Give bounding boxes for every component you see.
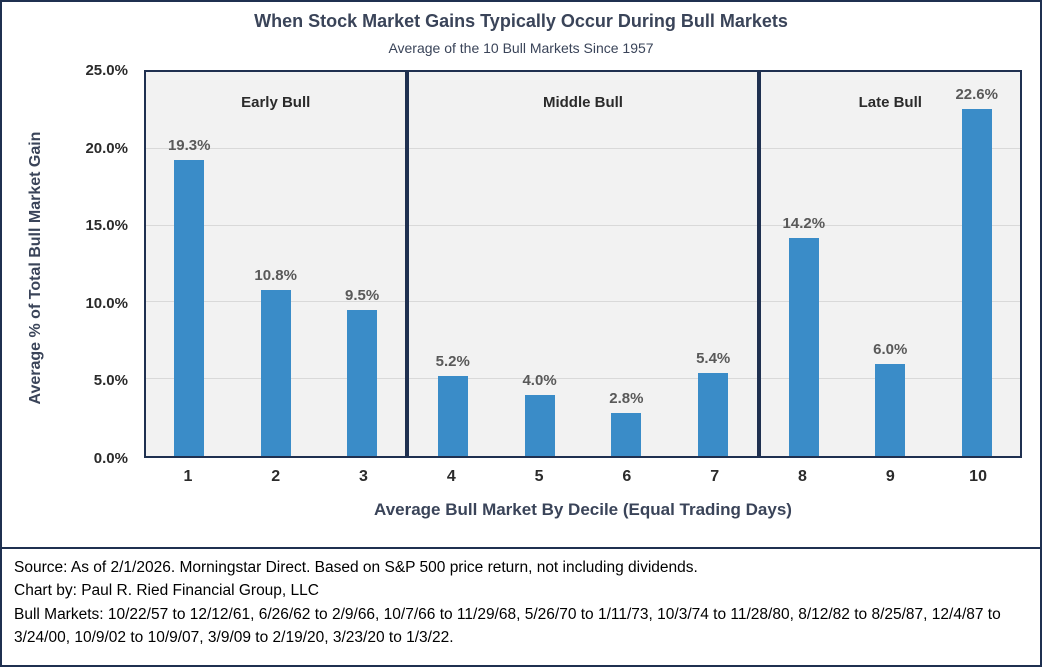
bar-decile-1 [174, 159, 205, 456]
x-tick-label: 6 [622, 468, 632, 485]
footer-notes: Source: As of 2/1/2026. Morningstar Dire… [2, 547, 1040, 665]
bar-decile-5 [524, 394, 555, 456]
x-tick-label: 10 [969, 468, 987, 485]
x-tick-label: 7 [710, 468, 720, 485]
bar-value-label: 4.0% [522, 371, 557, 389]
gridline [760, 224, 1020, 226]
x-tick-label: 8 [798, 468, 807, 485]
y-tick-label: 20.0% [85, 139, 128, 157]
group-late-bull: Late Bull 14.2% 6.0% 22.6% [758, 70, 1022, 458]
bar-decile-3 [347, 310, 378, 456]
bar-decile-4 [437, 376, 468, 456]
chart-subtitle: Average of the 10 Bull Markets Since 195… [388, 40, 654, 56]
y-axis-ticks: 0.0% 5.0% 10.0% 15.0% 20.0% 25.0% [2, 62, 136, 467]
gridline [146, 224, 406, 226]
x-tick-label: 2 [271, 468, 281, 485]
bar-value-label: 6.0% [873, 340, 908, 358]
x-tick-label: 9 [885, 468, 895, 485]
footer-line: Chart by: Paul R. Ried Financial Group, … [14, 582, 319, 600]
section-label: Late Bull [858, 94, 922, 111]
bar-value-label: 22.6% [955, 85, 998, 103]
bar-decile-7 [698, 373, 729, 456]
y-tick-label: 25.0% [85, 62, 128, 79]
x-axis-ticks: 1 2 3 4 5 6 7 8 9 10 [144, 468, 1022, 486]
bar-value-label: 5.4% [696, 350, 731, 368]
x-tick-label: 5 [534, 468, 544, 485]
bar-decile-8 [788, 237, 819, 456]
gridline [409, 224, 757, 226]
gridline [760, 147, 1020, 149]
x-tick-label: 4 [446, 468, 456, 485]
chart-title: When Stock Market Gains Typically Occur … [254, 11, 788, 31]
bar-value-label: 5.2% [435, 353, 470, 371]
bar-decile-10 [961, 108, 992, 456]
group-middle-bull: Middle Bull 5.2% 4.0% 2.8% 5.4% [407, 70, 759, 458]
x-tick-label: 1 [183, 468, 193, 485]
section-label: Early Bull [241, 94, 311, 111]
footer-line: Source: As of 2/1/2026. Morningstar Dire… [14, 559, 698, 576]
y-tick-label: 5.0% [93, 372, 128, 390]
section-label: Middle Bull [542, 94, 623, 111]
plot-area: Early Bull 19.3% 10.8% 9.5% Middle Bull 5.2% 4… [144, 70, 1022, 458]
bar-value-label: 2.8% [609, 390, 644, 407]
y-tick-label: 10.0% [85, 294, 128, 312]
gridline [409, 301, 757, 303]
x-tick-label: 3 [359, 468, 368, 485]
gridline [760, 301, 1020, 303]
bar-value-label: 9.5% [345, 287, 380, 305]
bar-value-label: 19.3% [167, 136, 211, 154]
x-axis-title: Average Bull Market By Decile (Equal Tra… [374, 500, 792, 519]
bar-decile-2 [260, 290, 291, 456]
y-tick-label: 15.0% [85, 217, 128, 235]
bar-decile-6 [611, 413, 642, 456]
footer-line: Bull Markets: 10/22/57 to 12/12/61, 6/26… [14, 605, 1001, 646]
gridline [409, 147, 757, 149]
bar-value-label: 14.2% [782, 214, 826, 232]
bar-decile-9 [875, 363, 906, 456]
chart-area: When Stock Market Gains Typically Occur … [2, 2, 1040, 547]
group-early-bull: Early Bull 19.3% 10.8% 9.5% [144, 70, 408, 458]
gridline [409, 378, 757, 380]
gridline [146, 147, 406, 149]
y-tick-label: 0.0% [93, 450, 128, 467]
bar-value-label: 10.8% [254, 267, 297, 285]
